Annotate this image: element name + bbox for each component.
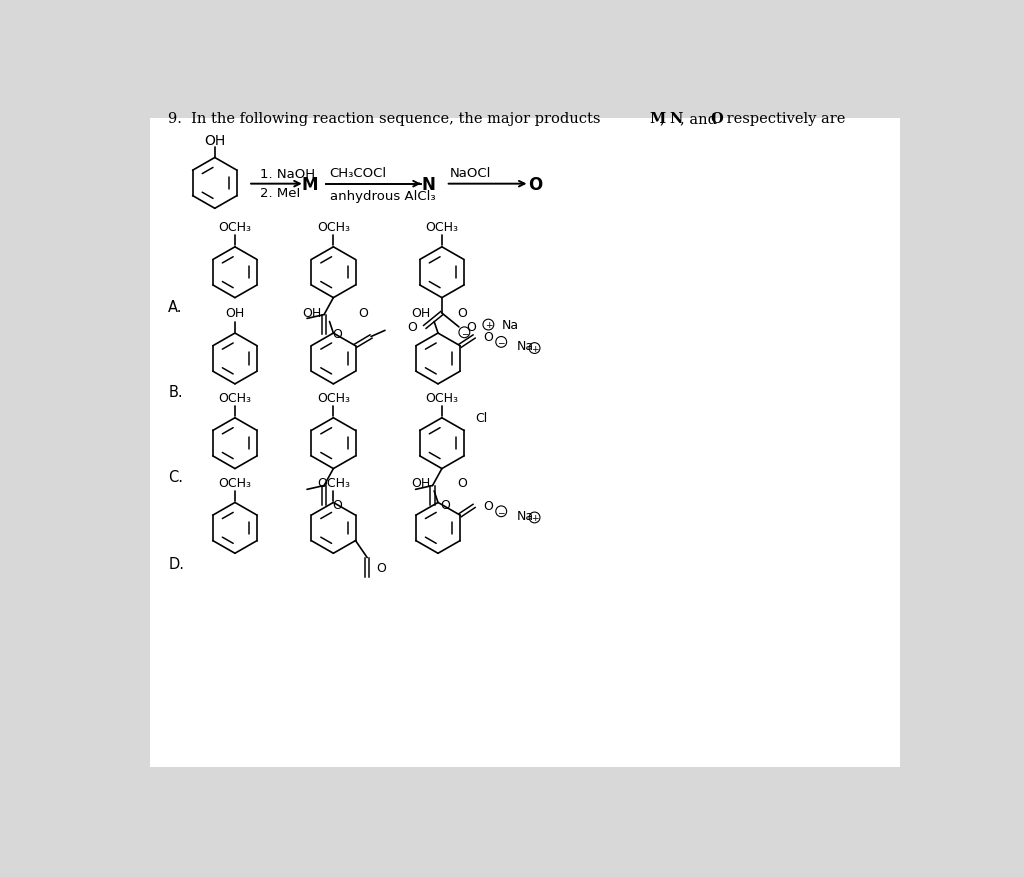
Text: OH: OH bbox=[204, 133, 225, 147]
Text: anhydrous AlCl₃: anhydrous AlCl₃ bbox=[330, 189, 435, 203]
Text: C.: C. bbox=[168, 469, 183, 484]
Text: O: O bbox=[377, 561, 386, 574]
Text: B.: B. bbox=[168, 385, 183, 400]
Text: OCH₃: OCH₃ bbox=[425, 221, 459, 233]
Text: OH: OH bbox=[302, 307, 322, 320]
Text: O: O bbox=[408, 321, 417, 334]
Text: −: − bbox=[498, 338, 505, 347]
Text: OCH₃: OCH₃ bbox=[316, 221, 350, 233]
Text: respectively are: respectively are bbox=[722, 112, 845, 126]
Text: O: O bbox=[711, 112, 724, 126]
Text: OCH₃: OCH₃ bbox=[316, 391, 350, 404]
Text: +: + bbox=[530, 344, 539, 353]
Text: OCH₃: OCH₃ bbox=[218, 391, 252, 404]
Text: +: + bbox=[530, 513, 539, 523]
Text: D.: D. bbox=[168, 556, 184, 571]
Text: OH: OH bbox=[411, 476, 430, 489]
Text: O: O bbox=[483, 500, 494, 513]
Text: O: O bbox=[458, 307, 467, 320]
Text: OCH₃: OCH₃ bbox=[218, 476, 252, 489]
Text: 2. MeI: 2. MeI bbox=[260, 187, 300, 200]
Text: N: N bbox=[669, 112, 682, 126]
Text: +: + bbox=[484, 321, 493, 330]
Text: O: O bbox=[483, 331, 494, 344]
Text: −: − bbox=[498, 507, 505, 517]
Text: O: O bbox=[467, 321, 476, 334]
Text: M: M bbox=[301, 175, 317, 194]
Text: NaOCl: NaOCl bbox=[450, 167, 490, 180]
Text: M: M bbox=[649, 112, 666, 126]
Text: A.: A. bbox=[168, 300, 183, 315]
Text: Na: Na bbox=[502, 318, 519, 332]
Text: O: O bbox=[527, 175, 542, 194]
Text: 1. NaOH: 1. NaOH bbox=[260, 168, 314, 181]
Text: OCH₃: OCH₃ bbox=[425, 391, 459, 404]
Text: , and: , and bbox=[680, 112, 722, 126]
Text: OH: OH bbox=[225, 307, 245, 320]
Text: −: − bbox=[461, 328, 468, 338]
Text: CH₃COCl: CH₃COCl bbox=[330, 167, 387, 180]
Text: 9.  In the following reaction sequence, the major products: 9. In the following reaction sequence, t… bbox=[168, 112, 605, 126]
Text: OH: OH bbox=[411, 307, 430, 320]
Text: OCH₃: OCH₃ bbox=[316, 476, 350, 489]
Text: ,: , bbox=[660, 112, 670, 126]
Text: O: O bbox=[358, 307, 368, 320]
Text: OCH₃: OCH₃ bbox=[218, 221, 252, 233]
Text: Cl: Cl bbox=[476, 412, 487, 424]
Text: Na: Na bbox=[517, 340, 534, 353]
Text: O: O bbox=[440, 499, 451, 511]
Text: O: O bbox=[332, 328, 342, 341]
Text: N: N bbox=[422, 175, 435, 194]
Text: O: O bbox=[458, 476, 467, 489]
Text: Na: Na bbox=[517, 509, 534, 522]
Text: O: O bbox=[332, 499, 342, 511]
